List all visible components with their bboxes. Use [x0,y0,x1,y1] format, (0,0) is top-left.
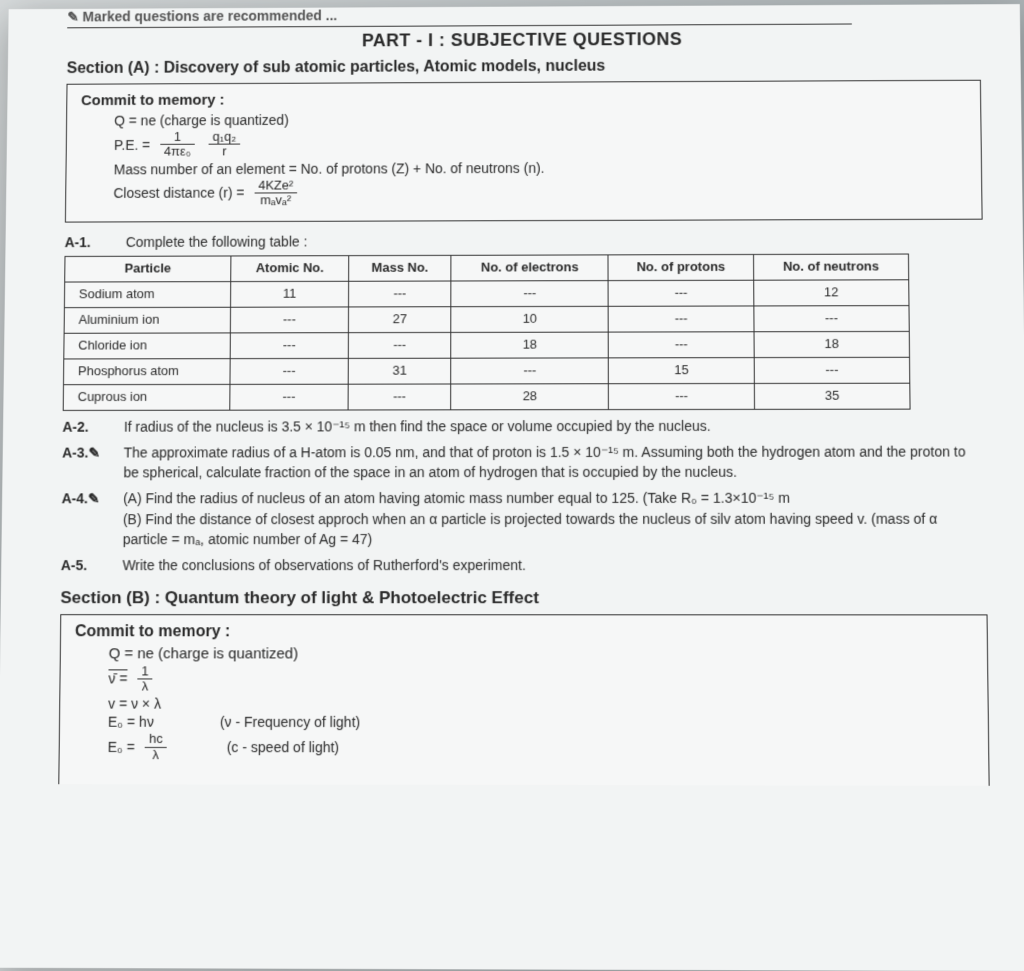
question-a1: A-1. Complete the following table : Part… [63,230,985,411]
pe-frac1-den: 4πε₀ [160,145,195,159]
table-cell: --- [609,383,755,409]
nubar-num: 1 [137,664,152,679]
e0-2-frac: hc λ [145,732,167,762]
table-cell: --- [754,306,910,332]
table-cell: 27 [348,307,451,333]
nubar-lhs: ν̄ = [108,671,127,687]
a1-table: Particle Atomic No. Mass No. No. of elec… [63,254,911,410]
closest-frac: 4KZe² mₐvₐ² [254,178,297,207]
th-massno: Mass No. [349,256,452,282]
table-cell: 12 [754,280,909,306]
pe-frac1-num: 1 [160,130,195,145]
table-cell: --- [348,332,451,358]
th-protons: No. of protons [608,255,753,281]
table-row: Aluminium ion---2710------ [64,306,909,334]
a2-text: If radius of the nucleus is 3.5 × 10⁻¹⁵ … [124,415,983,436]
table-cell: Cuprous ion [63,384,230,410]
table-cell: --- [609,306,754,332]
table-cell: 11 [231,282,349,308]
pe-frac2-num: q₁q₂ [209,130,241,145]
table-cell: Chloride ion [64,333,231,359]
section-b-title: Section (B) : Quantum theory of light & … [60,588,987,608]
closest-den: mₐvₐ² [254,193,297,207]
intro-note: ✎ Marked questions are recommended ... [67,4,980,25]
pe-label: P.E. = [114,137,150,153]
table-cell: 18 [754,331,910,357]
a3-text: The approximate radius of a H-atom is 0.… [123,441,983,482]
b-v-line: v = ν × λ [108,696,973,713]
memory-pe-line: P.E. = 1 4πε₀ q₁q₂ r [114,127,967,159]
e0-2-lhs: E₀ = [108,739,135,755]
closest-num: 4KZe² [254,178,297,193]
memory-heading-a: Commit to memory : [81,89,966,109]
a4-text-b: (B) Find the distance of closest approch… [123,508,985,549]
table-cell: --- [348,281,451,307]
table-cell: Phosphorus atom [63,358,230,384]
closest-label: Closest distance (r) = [113,185,244,201]
nubar-den: λ [137,679,152,693]
table-row: Sodium atom11---------12 [64,280,909,308]
a2-label: A-2. [62,416,120,436]
e0-2-num: hc [145,732,167,747]
pe-frac1: 1 4πε₀ [160,130,195,159]
a1-label: A-1. [65,232,122,252]
part-title: PART - I : SUBJECTIVE QUESTIONS [67,28,981,53]
e0-2-den: λ [145,747,167,761]
table-cell: 35 [754,383,910,409]
table-cell: Aluminium ion [64,307,231,333]
table-cell: 28 [451,383,609,409]
question-a4: A-4.✎ (A) Find the radius of nucleus of … [61,488,987,549]
pe-frac2-den: r [209,145,241,159]
question-a3: A-3.✎ The approximate radius of a H-atom… [62,441,986,483]
b-nubar-line: ν̄ = 1 λ [108,664,973,695]
table-row: Cuprous ion------28---35 [63,383,910,410]
table-header-row: Particle Atomic No. Mass No. No. of elec… [65,255,909,283]
memory-box-b: Commit to memory : Q = ne (charge is qua… [58,614,989,786]
table-cell: 18 [451,332,609,358]
pe-frac2: q₁q₂ r [209,130,241,159]
e0-1-note: (ν - Frequency of light) [220,714,360,730]
a4-label: A-4.✎ [62,489,120,509]
th-neutrons: No. of neutrons [753,255,908,281]
memory-heading-b: Commit to memory : [75,623,973,641]
table-cell: --- [451,281,608,307]
table-cell: --- [609,332,755,358]
table-cell: 10 [451,306,608,332]
a5-label: A-5. [61,555,119,575]
b-e0-2-line: E₀ = hc λ (c - speed of light) [108,732,975,763]
memory-closest-line: Closest distance (r) = 4KZe² mₐvₐ² [113,176,967,208]
question-a5: A-5. Write the conclusions of observatio… [61,555,987,576]
b-e0-1-line: E₀ = hν (ν - Frequency of light) [108,714,974,731]
th-particle: Particle [65,256,231,282]
table-cell: Sodium atom [64,282,230,308]
a1-prompt: Complete the following table : [126,234,308,250]
section-a-title: Section (A) : Discovery of sub atomic pa… [67,56,981,78]
table-cell: --- [230,384,348,410]
b-q-line: Q = ne (charge is quantized) [109,645,973,663]
table-cell: 15 [609,357,755,383]
memory-box-a: Commit to memory : Q = ne (charge is qua… [65,80,983,223]
table-row: Phosphorus atom---31---15--- [63,357,909,384]
th-electrons: No. of electrons [451,255,608,281]
a5-text: Write the conclusions of observations of… [122,555,985,576]
table-cell: --- [231,307,349,333]
table-cell: 31 [348,358,451,384]
memory-mass-line: Mass number of an element = No. of proto… [114,158,967,177]
memory-q-line: Q = ne (charge is quantized) [114,109,966,128]
a3-label: A-3.✎ [62,442,120,462]
table-cell: --- [348,384,451,410]
nubar-frac: 1 λ [137,664,152,694]
th-atomicno: Atomic No. [231,256,349,282]
a4-text-a: (A) Find the radius of nucleus of an ato… [123,488,984,509]
table-cell: --- [608,281,753,307]
e0-1-lhs: E₀ = hν [108,714,154,730]
table-cell: --- [230,358,348,384]
table-cell: --- [451,358,609,384]
table-cell: --- [230,333,348,359]
e0-2-note: (c - speed of light) [227,739,339,755]
question-a2: A-2. If radius of the nucleus is 3.5 × 1… [62,415,985,437]
table-row: Chloride ion------18---18 [64,331,910,358]
table-cell: --- [754,357,910,383]
